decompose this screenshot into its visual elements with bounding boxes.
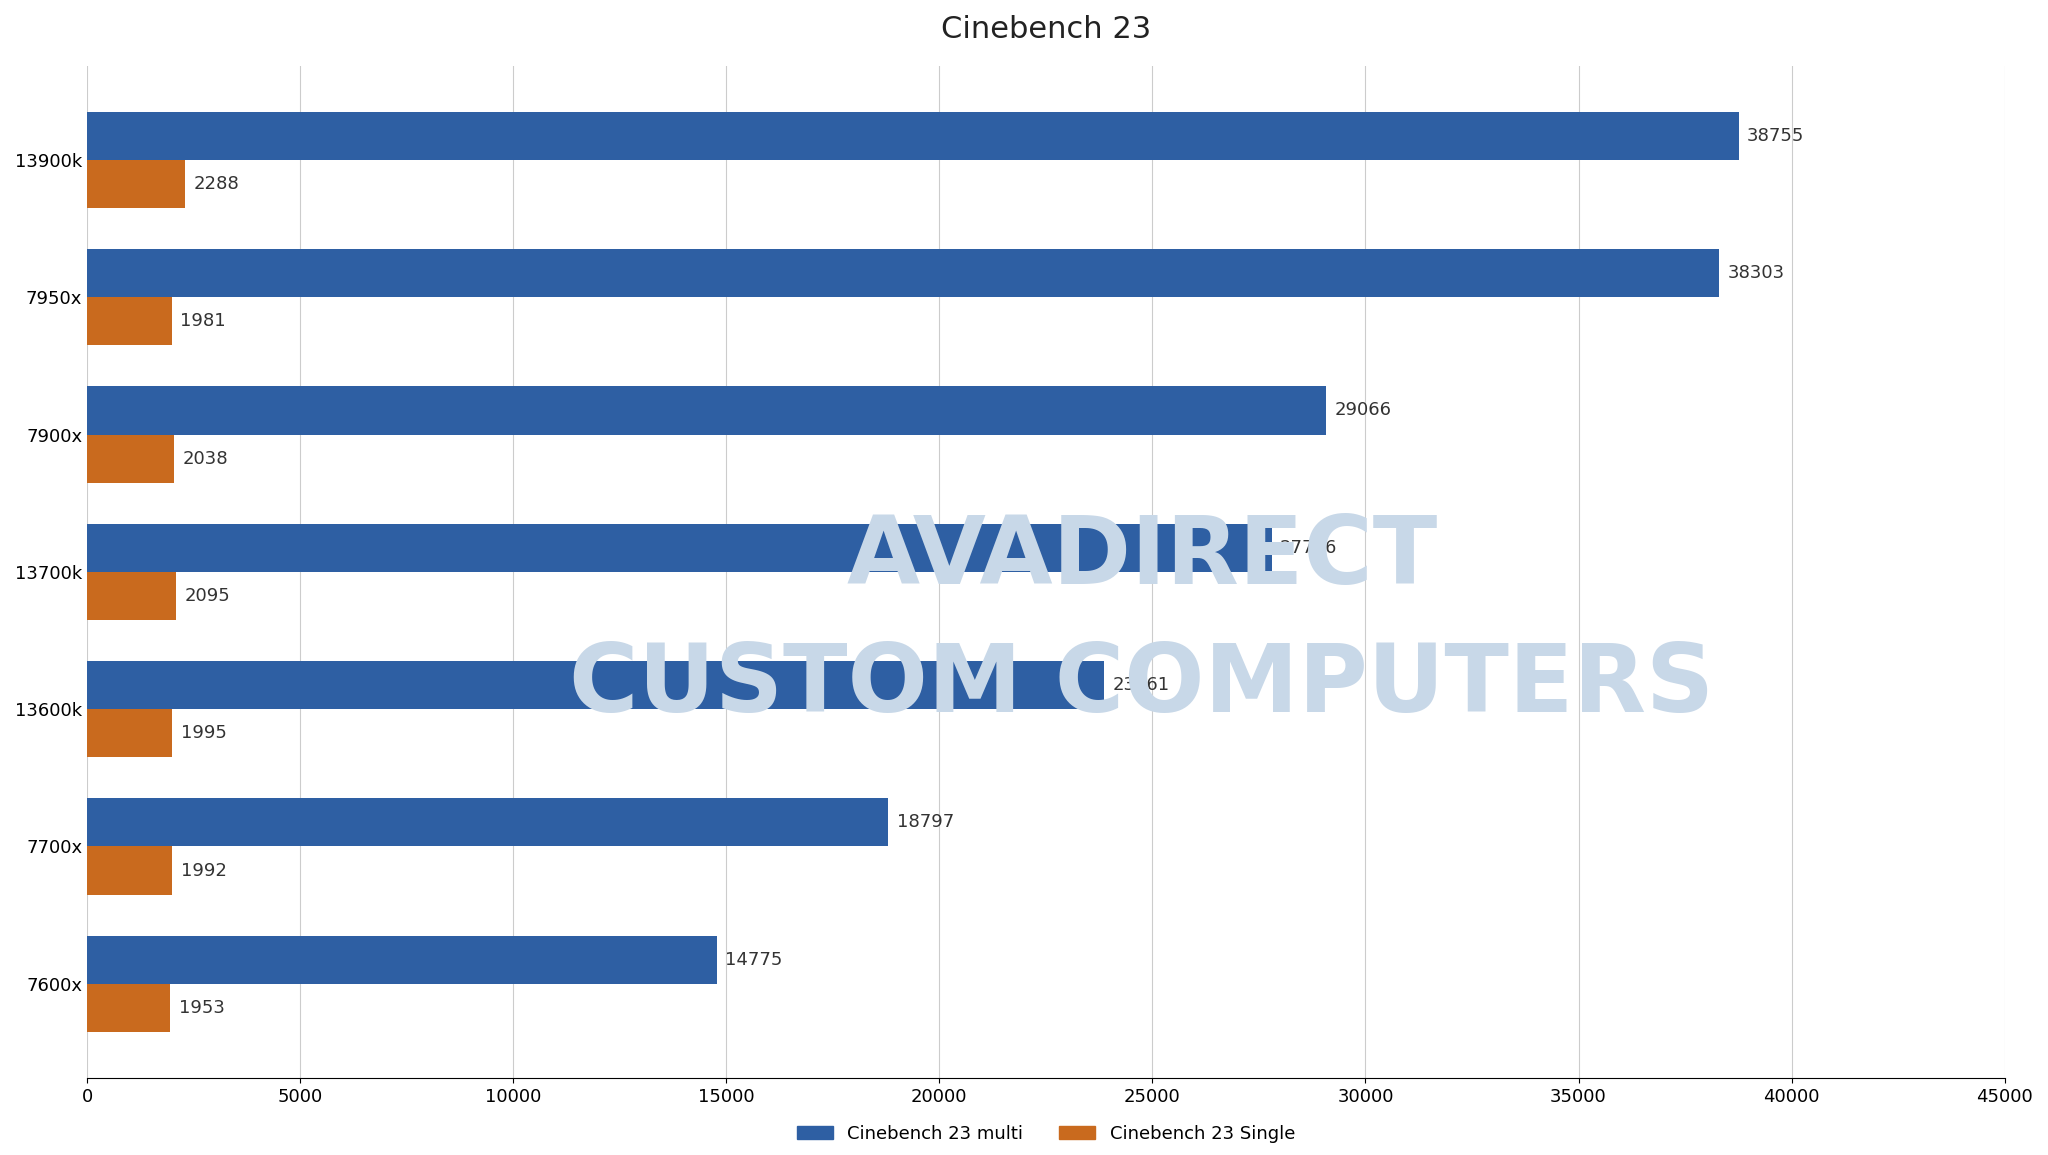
Bar: [88, 936, 717, 984]
Text: 1995: 1995: [180, 724, 227, 743]
Text: 18797: 18797: [897, 813, 954, 832]
Bar: [88, 249, 1718, 297]
Bar: [88, 709, 172, 758]
Text: 29066: 29066: [1333, 402, 1391, 419]
Text: 2038: 2038: [182, 449, 227, 468]
Bar: [88, 112, 1739, 159]
Text: 2288: 2288: [193, 174, 240, 193]
Text: 27796: 27796: [1280, 538, 1337, 557]
Bar: [88, 847, 172, 895]
Bar: [88, 159, 184, 208]
Text: 1953: 1953: [178, 999, 225, 1016]
Bar: [88, 434, 174, 483]
Bar: [88, 798, 889, 847]
Bar: [88, 572, 176, 620]
Text: AVADIRECT
CUSTOM COMPUTERS: AVADIRECT CUSTOM COMPUTERS: [569, 513, 1714, 732]
Text: 38755: 38755: [1747, 127, 1804, 144]
Bar: [88, 387, 1325, 434]
Bar: [88, 661, 1104, 709]
Text: 14775: 14775: [725, 951, 782, 969]
Title: Cinebench 23: Cinebench 23: [940, 15, 1151, 44]
Bar: [88, 297, 172, 345]
Text: 38303: 38303: [1729, 264, 1786, 282]
Bar: [88, 523, 1272, 572]
Bar: [88, 984, 170, 1031]
Legend: Cinebench 23 multi, Cinebench 23 Single: Cinebench 23 multi, Cinebench 23 Single: [788, 1117, 1303, 1150]
Text: 1992: 1992: [180, 862, 227, 879]
Text: 23861: 23861: [1112, 676, 1169, 694]
Text: 2095: 2095: [184, 587, 231, 605]
Text: 1981: 1981: [180, 312, 225, 330]
